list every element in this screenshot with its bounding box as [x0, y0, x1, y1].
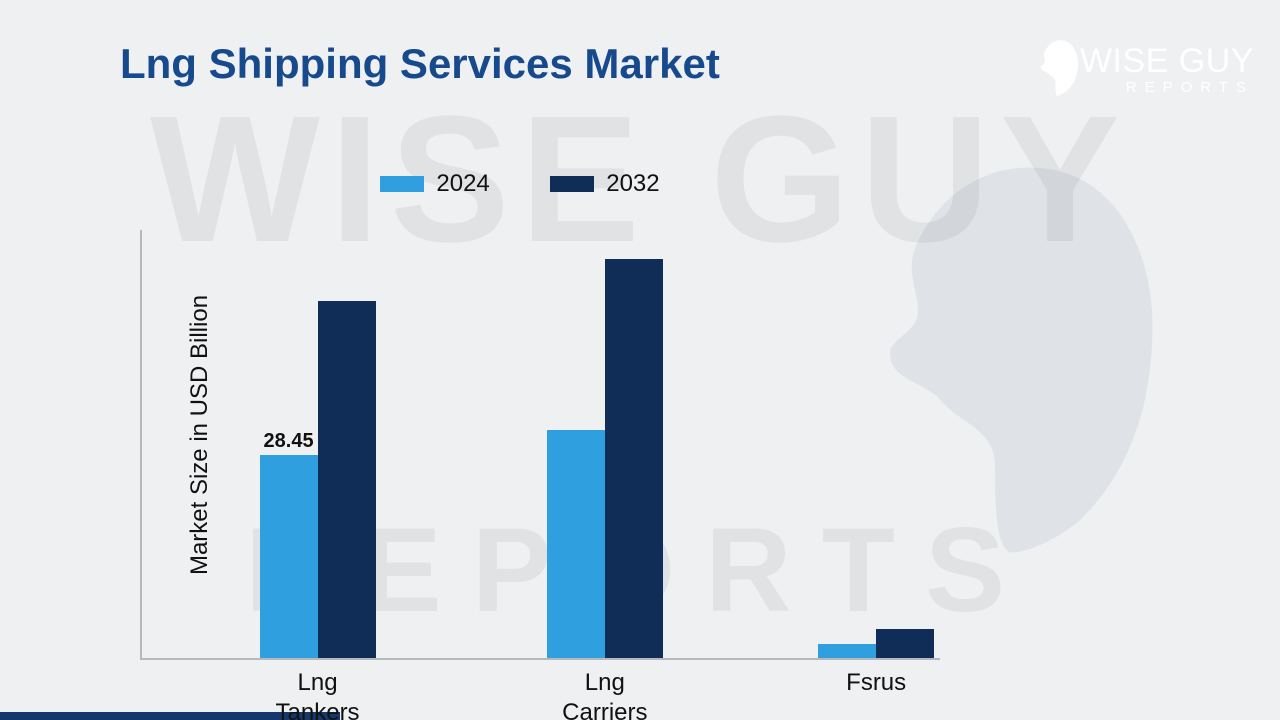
brand-logo-sub: REPORTS — [1080, 79, 1254, 96]
legend-swatch-2024 — [380, 176, 424, 192]
chart-legend: 2024 2032 — [70, 170, 970, 198]
bar-lng_carriers-2024 — [547, 430, 605, 658]
legend-swatch-2032 — [550, 176, 594, 192]
x-axis-label-lng_tankers: Lng Tankers — [276, 668, 360, 720]
bar-lng_tankers-2032 — [318, 301, 376, 658]
bar-value-label: 28.45 — [260, 430, 318, 455]
legend-label-2024: 2024 — [436, 170, 489, 198]
bar-fsrus-2024 — [818, 644, 876, 658]
chart-plot: 28.45Lng TankersLng CarriersFsrus — [140, 230, 940, 660]
bar-lng_tankers-2024: 28.45 — [260, 455, 318, 658]
right-band — [1040, 0, 1280, 720]
brand-logo: WISE GUY REPORTS — [1080, 42, 1254, 96]
bar-lng_carriers-2032 — [605, 259, 663, 658]
x-axis-label-lng_carriers: Lng Carriers — [562, 668, 647, 720]
brand-head-icon — [1032, 38, 1080, 98]
legend-label-2032: 2032 — [606, 170, 659, 198]
legend-item-2024: 2024 — [380, 170, 489, 198]
legend-item-2032: 2032 — [550, 170, 659, 198]
bar-fsrus-2032 — [876, 629, 934, 658]
chart-area: Market Size in USD Billion 2024 2032 28.… — [70, 160, 970, 710]
chart-title: Lng Shipping Services Market — [120, 40, 720, 88]
brand-logo-top: WISE GUY — [1080, 42, 1254, 81]
x-axis-label-fsrus: Fsrus — [846, 668, 906, 698]
chart-stage: WISE GUY REPORTS WISE GUY REPORTS — [0, 0, 1280, 720]
